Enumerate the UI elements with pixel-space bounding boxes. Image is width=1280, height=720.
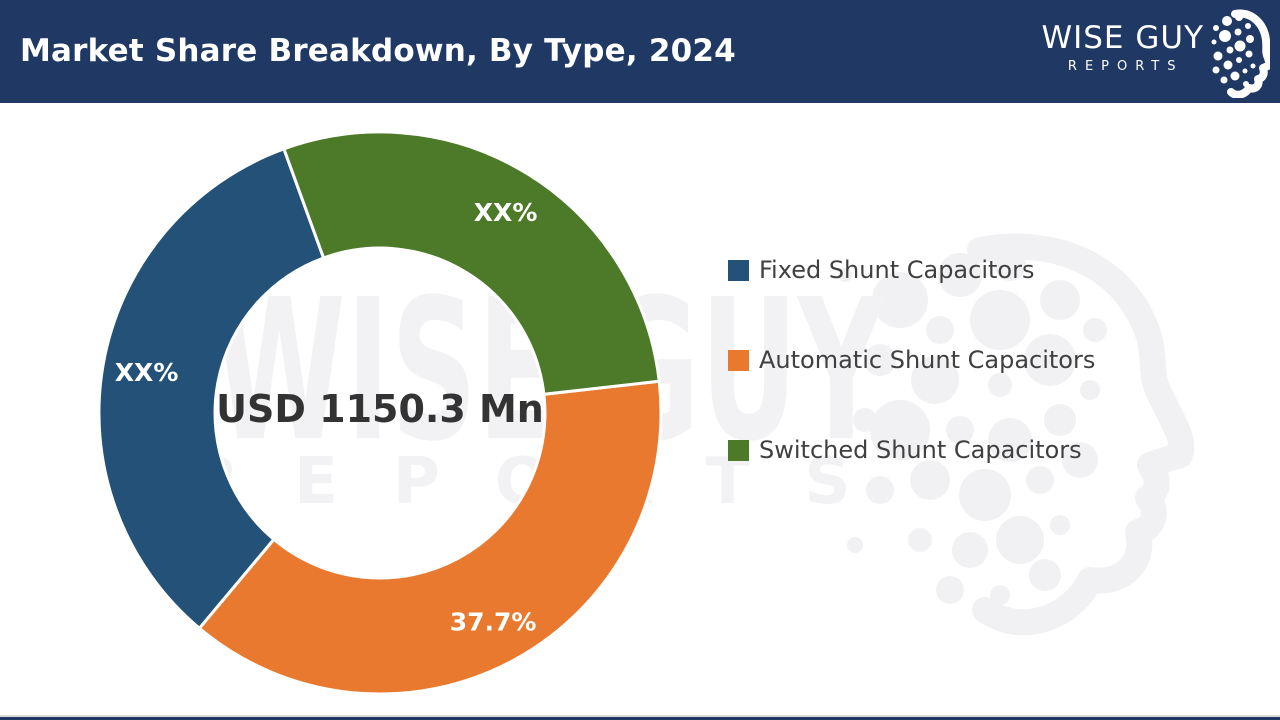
legend-swatch-blue [728,259,749,281]
legend-label: Fixed Shunt Capacitors [759,256,1035,284]
donut-center-value: USD 1150.3 Mn [216,387,544,431]
legend-label: Switched Shunt Capacitors [759,436,1082,464]
watermark-face [838,233,1195,636]
segment-percent-label-1: 37.7% [450,607,537,636]
logo-wordmark-block: WISE GUY REPORTS [1041,20,1204,74]
wiseguy-logo: WISE GUY REPORTS [1020,6,1270,98]
segment-percent-label-2: XX% [474,198,538,227]
legend-item-switched-shunt-capacitors: Switched Shunt Capacitors [728,436,1095,464]
logo-face-icon [1211,9,1270,98]
segment-percent-label-0: XX% [115,358,179,387]
legend-item-automatic-shunt-capacitors: Automatic Shunt Capacitors [728,346,1095,374]
donut-segment-1 [197,379,663,696]
donut-segment-0 [97,146,326,631]
bottom-divider [0,715,1280,717]
legend-item-fixed-shunt-capacitors: Fixed Shunt Capacitors [728,256,1095,284]
bottom-accent-bar [0,717,1280,720]
logo-subtext: REPORTS [1067,59,1184,74]
chart-legend: Fixed Shunt Capacitors Automatic Shunt C… [728,256,1095,526]
donut-segments [97,130,663,696]
legend-swatch-orange [728,349,749,371]
legend-swatch-green [728,439,749,461]
legend-label: Automatic Shunt Capacitors [759,346,1096,374]
donut-segment-2 [281,130,661,396]
donut-segment-labels: XX% 37.7% XX% [115,198,538,636]
header-bar: Market Share Breakdown, By Type, 2024 WI… [0,0,1280,103]
logo-wordmark: WISE GUY [1041,20,1204,56]
donut-chart: WISE GUY REPORTS XX%37.7%XX% USD 1150.3 … [97,130,1195,696]
page-title: Market Share Breakdown, By Type, 2024 [20,33,736,69]
